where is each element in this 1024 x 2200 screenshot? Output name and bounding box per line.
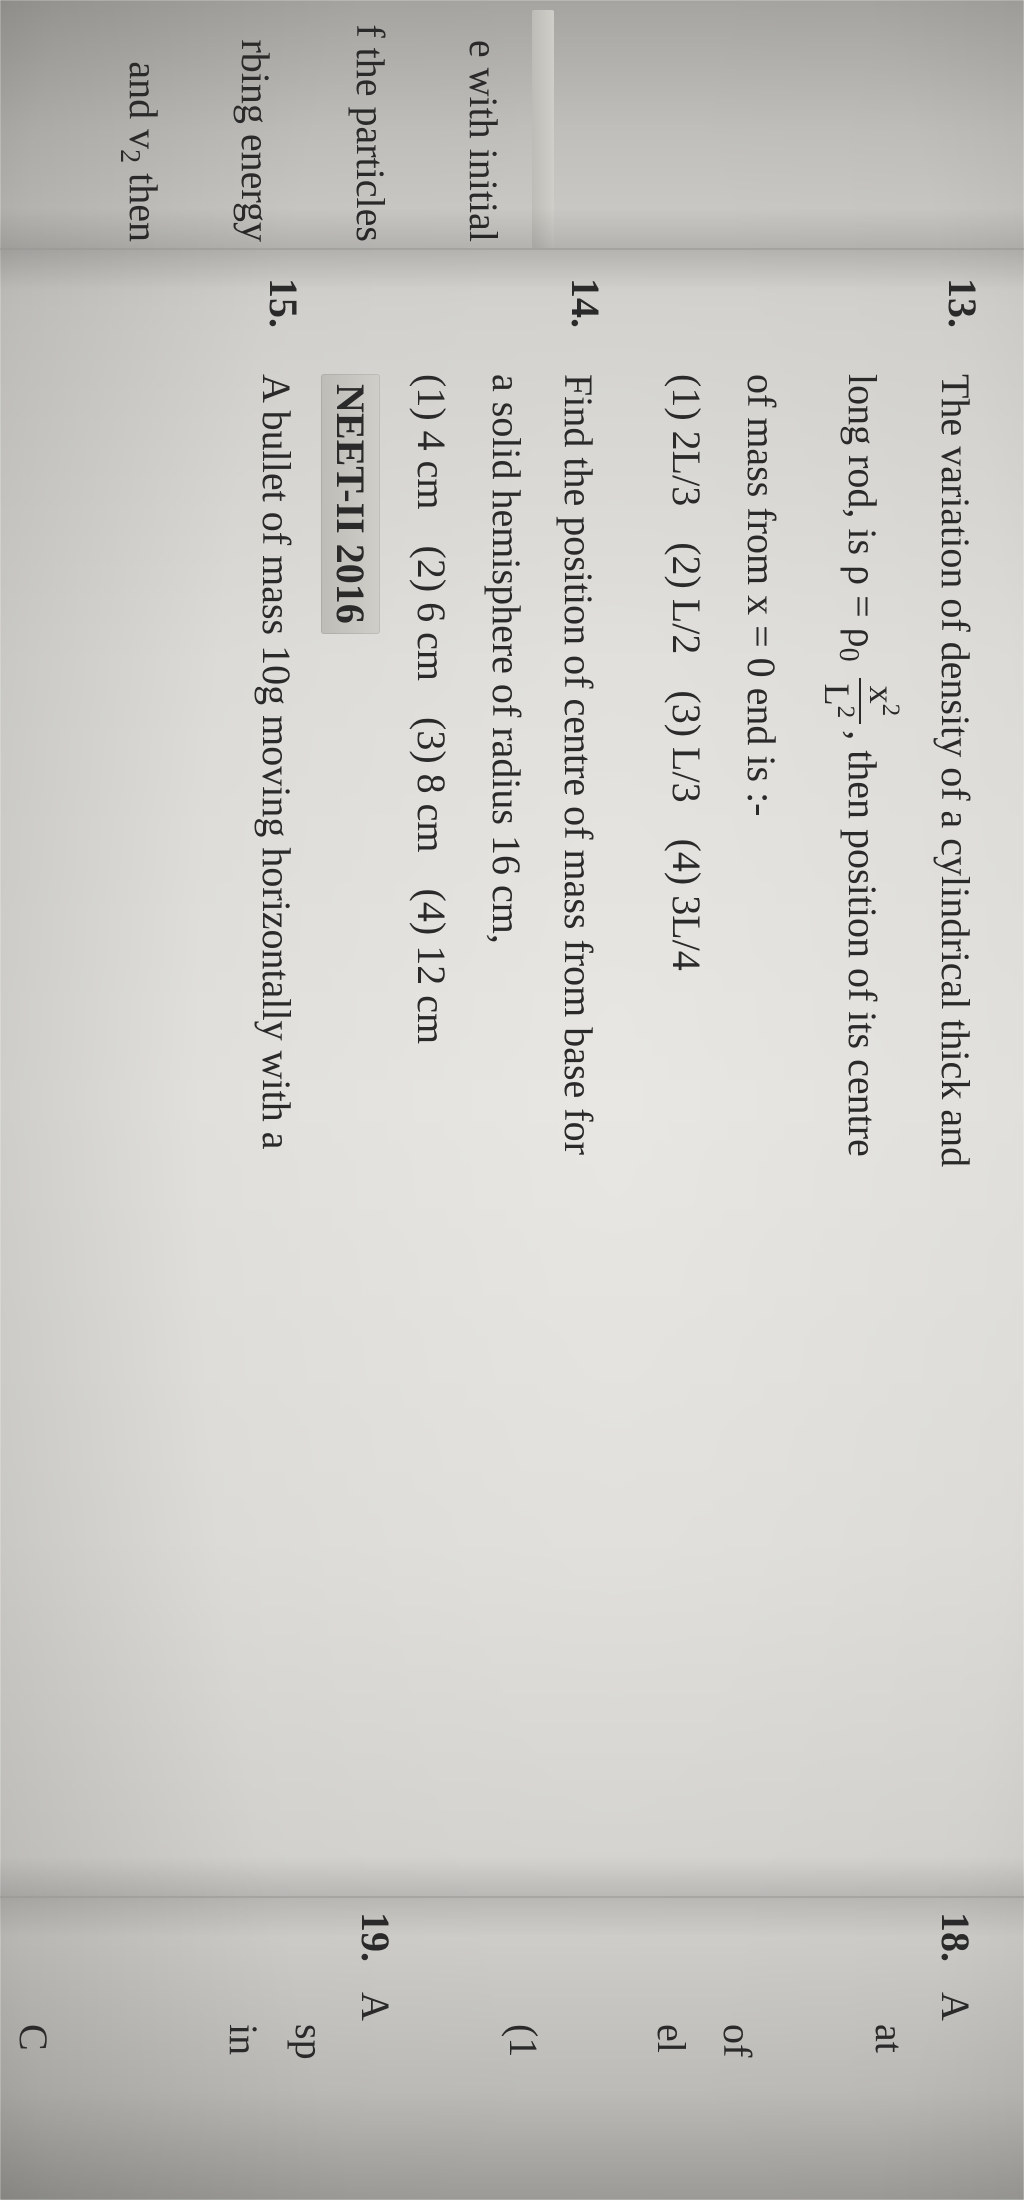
frag-19-num: 19. [353,1912,398,1962]
frag-paren1: (1 [492,2024,554,2057]
q13-line2-a: long rod, is ρ = ρ [840,374,885,648]
question-13: 13. The variation of density of a cylind… [663,278,986,1878]
frag-and-v2-sub: 2 [114,149,145,163]
q14-opt2: (2) 6 cm [408,546,455,682]
q13-opt4: (4) 3L/4 [663,839,710,971]
q14-number: 14. [562,278,609,358]
q13-number: 13. [939,278,986,358]
left-banner-fragment [532,10,554,248]
frag-18: 18. A [924,1912,986,2021]
q13-line3: of mass from x = 0 end is :- [730,374,792,1878]
q14-line2: a solid hemisphere of radius 16 cm, [475,374,537,1878]
left-partial-column: e with initial f the particles rbing ene… [0,0,1024,248]
frag-in: in [212,2024,274,2055]
frag-el: el [640,2024,702,2053]
q15-line1: A bullet of mass 10g moving horizontally… [245,374,307,1878]
frag-the-particles: f the particles [339,24,401,242]
q15-number: 15. [260,278,307,358]
q14-opt1: (1) 4 cm [408,374,455,510]
q13-fraction: x2 L2 [816,678,904,725]
q14-opt4: (4) 12 cm [408,889,455,1045]
frag-and-v2-then: and v2 then [108,61,174,242]
q13-opt2: (2) L/2 [663,542,710,654]
frag-sp: sp [278,2024,340,2060]
frag-of: of [706,2024,768,2057]
question-14: 14. Find the position of centre of mass … [408,278,609,1878]
column-divider-left [0,248,1024,250]
q15-body: A bullet of mass 10g moving horizontally… [245,374,307,1878]
q13-opt1: (1) 2L/3 [663,374,710,506]
q13-frac-den-sup: 2 [832,706,859,719]
question-15: 15. A bullet of mass 10g moving horizont… [245,278,307,1878]
q13-body: The variation of density of a cylindrica… [730,374,986,1878]
neet-banner: NEET-II 2016 [321,374,380,634]
right-partial-column: 18. A at of el (1 19. A sp in C [0,1904,1024,2200]
frag-18-num: 18. [933,1912,978,1962]
q13-frac-num-sup: 2 [877,704,904,717]
q13-frac-num: x [862,686,902,704]
main-column: 13. The variation of density of a cylind… [0,278,1024,1878]
frag-18-A: A [933,1992,978,2021]
frag-and-v2-suffix: then [121,163,166,242]
q13-line1: The variation of density of a cylindrica… [924,374,986,1878]
frag-and-v2-prefix: and v [121,61,166,149]
frag-at: at [858,2024,920,2053]
q13-opt3: (3) L/3 [663,690,710,802]
column-divider-right [0,1896,1024,1898]
q14-opt3: (3) 8 cm [408,717,455,853]
frag-19: 19. A [344,1912,406,2021]
frag-C: C [2,2024,64,2051]
frag-rbing-energy: rbing energy [224,39,286,242]
q14-options: (1) 4 cm (2) 6 cm (3) 8 cm (4) 12 cm [408,374,455,1878]
q13-rho-sub: 0 [833,648,864,662]
q14-line1: Find the position of centre of mass from… [547,374,609,1878]
frag-19-A: A [353,1992,398,2021]
q13-line2-b: , then position of its centre [840,730,885,1157]
q13-frac-den: L [817,684,857,706]
frag-with-initial: e with initial [452,40,514,242]
q13-options: (1) 2L/3 (2) L/2 (3) L/3 (4) 3L/4 [663,374,710,1878]
q13-line2: long rod, is ρ = ρ0 x2 L2 , then positio… [814,374,902,1878]
q14-body: Find the position of centre of mass from… [475,374,609,1878]
